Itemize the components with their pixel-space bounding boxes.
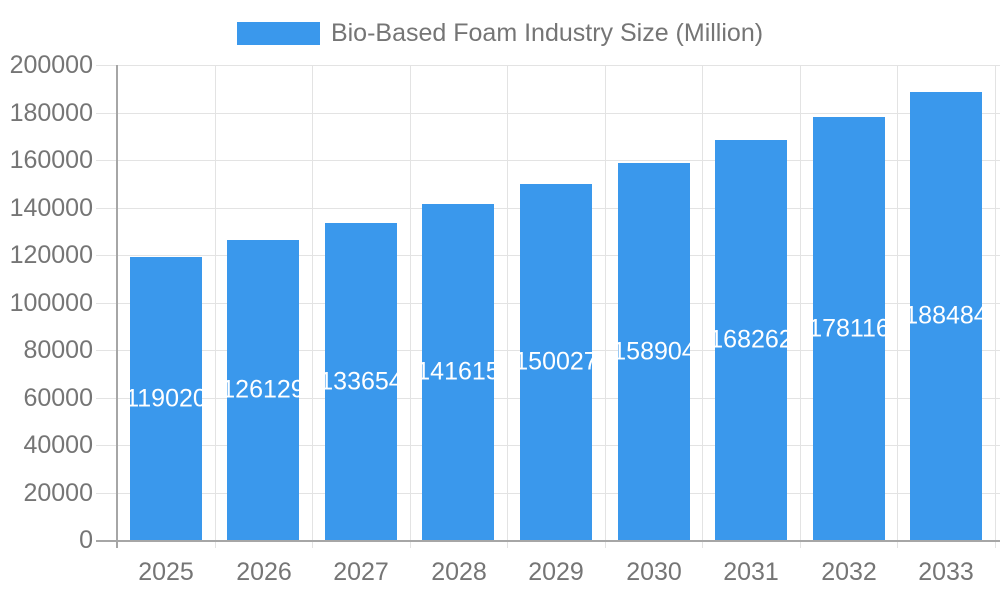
x-tick-label: 2025 xyxy=(138,558,194,586)
bar-2032: 178116 xyxy=(813,117,885,540)
y-tick-label: 80000 xyxy=(23,336,93,364)
bar-value-label: 168262 xyxy=(715,325,787,354)
gridline xyxy=(800,65,801,548)
gridline xyxy=(507,65,508,548)
x-tick-label: 2032 xyxy=(821,558,877,586)
bar-value-label: 150027 xyxy=(520,347,592,376)
bar-value-label: 188484 xyxy=(910,301,982,330)
bar-2031: 168262 xyxy=(715,140,787,540)
bar-2029: 150027 xyxy=(520,184,592,540)
legend-label: Bio-Based Foam Industry Size (Million) xyxy=(330,18,764,47)
bar-2030: 158904 xyxy=(618,163,690,540)
y-tick-label: 100000 xyxy=(9,289,93,317)
y-tick-label: 200000 xyxy=(9,51,93,79)
y-tick-label: 40000 xyxy=(23,431,93,459)
x-tick-label: 2027 xyxy=(333,558,389,586)
gridline xyxy=(96,113,1000,114)
bar-2027: 133654 xyxy=(325,223,397,540)
gridline xyxy=(995,65,996,548)
bar-value-label: 158904 xyxy=(618,337,690,365)
x-tick-label: 2030 xyxy=(626,558,682,586)
gridline xyxy=(215,65,216,548)
y-tick-label: 160000 xyxy=(9,146,93,174)
x-tick-label: 2028 xyxy=(431,558,487,586)
gridline xyxy=(605,65,606,548)
bar-2026: 126129 xyxy=(227,240,299,540)
gridline xyxy=(410,65,411,548)
bar-value-label: 133654 xyxy=(325,367,397,395)
gridline xyxy=(702,65,703,548)
x-tick-label: 2031 xyxy=(723,558,779,586)
bar-value-label: 141615 xyxy=(422,357,494,386)
y-tick-label: 180000 xyxy=(9,99,93,127)
gridline xyxy=(312,65,313,548)
y-tick-label: 120000 xyxy=(9,241,93,269)
y-tick-label: 0 xyxy=(79,526,93,554)
bar-2025: 119020 xyxy=(130,257,202,540)
legend: Bio-Based Foam Industry Size (Million) xyxy=(0,18,1000,48)
bar-value-label: 178116 xyxy=(813,314,885,342)
bar-value-label: 126129 xyxy=(227,375,299,404)
gridline xyxy=(96,65,1000,66)
bar-2028: 141615 xyxy=(422,204,494,540)
y-tick-label: 20000 xyxy=(23,479,93,507)
y-tick-label: 140000 xyxy=(9,194,93,222)
x-tick-label: 2033 xyxy=(918,558,974,586)
gridline xyxy=(897,65,898,548)
bar-2033: 188484 xyxy=(910,92,982,540)
gridline xyxy=(96,160,1000,161)
y-tick-label: 60000 xyxy=(23,384,93,412)
bar-value-label: 119020 xyxy=(130,384,202,412)
x-tick-label: 2029 xyxy=(528,558,584,586)
y-axis-line xyxy=(116,65,118,548)
legend-item[interactable]: Bio-Based Foam Industry Size (Million) xyxy=(236,18,764,48)
x-tick-label: 2026 xyxy=(236,558,292,586)
legend-swatch xyxy=(236,21,320,45)
x-axis-line xyxy=(96,540,1000,542)
